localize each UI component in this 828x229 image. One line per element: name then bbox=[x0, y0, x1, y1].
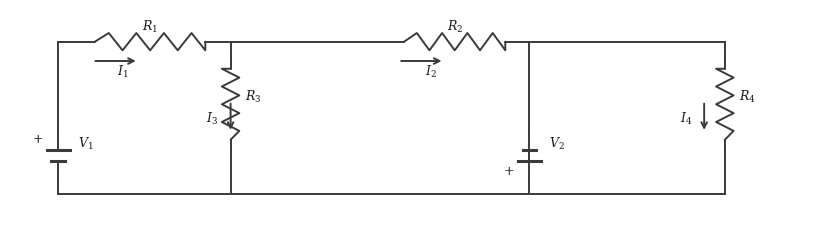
Text: $I_4$: $I_4$ bbox=[679, 111, 691, 127]
Text: $R_1$: $R_1$ bbox=[142, 19, 158, 35]
Text: $+$: $+$ bbox=[31, 133, 43, 146]
Text: $R_4$: $R_4$ bbox=[739, 89, 755, 106]
Text: $R_2$: $R_2$ bbox=[446, 19, 462, 35]
Text: $I_1$: $I_1$ bbox=[117, 64, 128, 80]
Text: $+$: $+$ bbox=[503, 165, 513, 178]
Text: $V_2$: $V_2$ bbox=[548, 136, 564, 152]
Text: $V_1$: $V_1$ bbox=[78, 136, 94, 152]
Text: $I_3$: $I_3$ bbox=[206, 111, 218, 127]
Text: $I_2$: $I_2$ bbox=[424, 64, 436, 80]
Text: $R_3$: $R_3$ bbox=[245, 89, 262, 106]
